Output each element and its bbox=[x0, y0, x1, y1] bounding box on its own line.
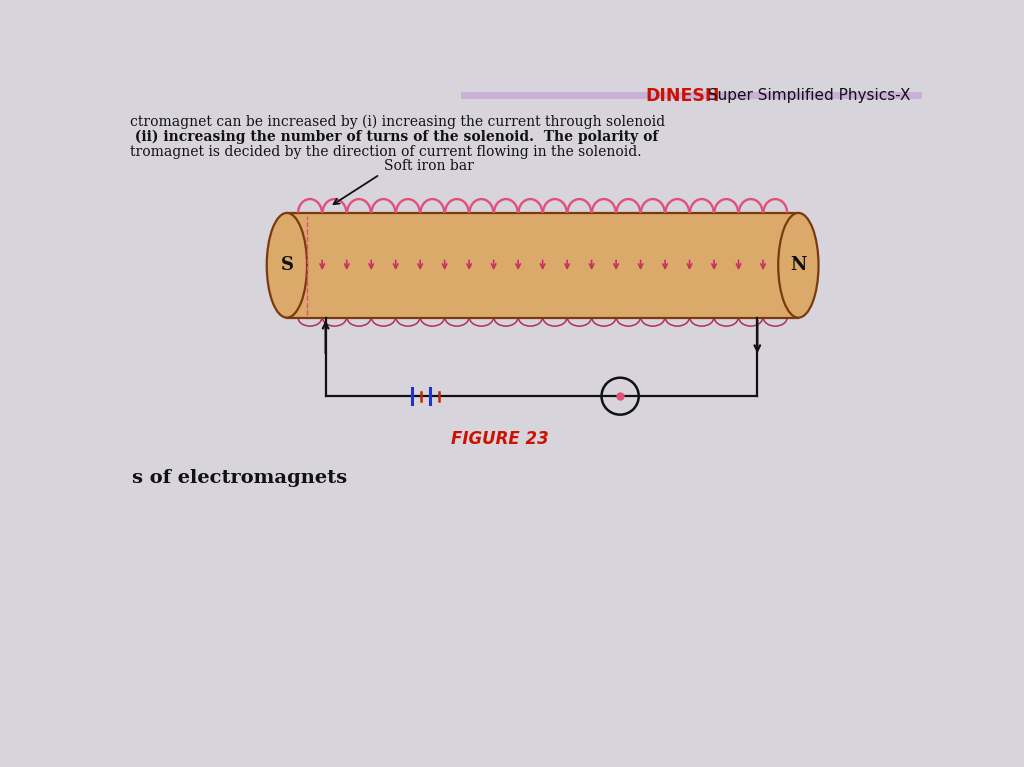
Text: FIGURE 23: FIGURE 23 bbox=[452, 430, 549, 448]
Bar bbox=[287, 213, 799, 318]
Text: (ii) increasing the number of turns of the solenoid.  The polarity of: (ii) increasing the number of turns of t… bbox=[130, 130, 658, 144]
Text: s of electromagnets: s of electromagnets bbox=[132, 469, 347, 486]
Ellipse shape bbox=[266, 213, 307, 318]
Text: S: S bbox=[281, 256, 293, 275]
Text: Super Simplified Physics-X: Super Simplified Physics-X bbox=[703, 88, 910, 104]
Text: Soft iron bar: Soft iron bar bbox=[384, 159, 474, 173]
Text: ctromagnet can be increased by (i) increasing the current through solenoid: ctromagnet can be increased by (i) incre… bbox=[130, 114, 665, 129]
Text: tromagnet is decided by the direction of current flowing in the solenoid.: tromagnet is decided by the direction of… bbox=[130, 145, 641, 160]
Ellipse shape bbox=[778, 213, 818, 318]
Text: DINESH: DINESH bbox=[646, 87, 720, 105]
Text: N: N bbox=[791, 256, 807, 275]
Bar bbox=[461, 92, 922, 99]
